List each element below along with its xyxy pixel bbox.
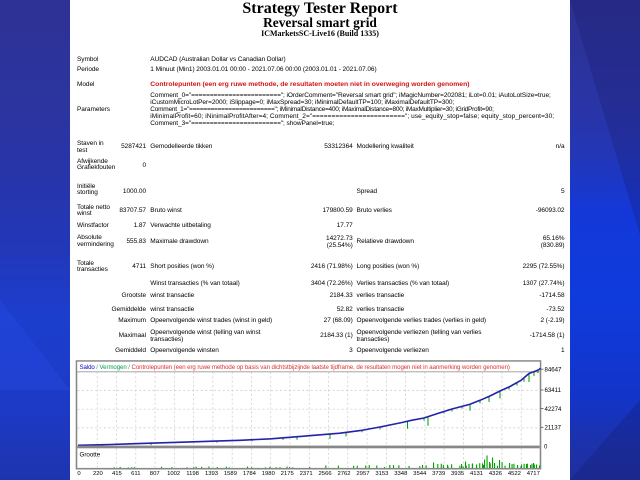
svg-text:4131: 4131 — [470, 471, 483, 477]
svg-text:2566: 2566 — [319, 471, 333, 477]
svg-text:42274: 42274 — [545, 406, 563, 413]
svg-text:0: 0 — [77, 471, 81, 477]
svg-text:4522: 4522 — [508, 471, 521, 477]
svg-text:1198: 1198 — [186, 471, 199, 477]
svg-text:3544: 3544 — [413, 471, 427, 477]
svg-text:2175: 2175 — [281, 471, 295, 477]
svg-text:611: 611 — [131, 471, 140, 477]
svg-text:1002: 1002 — [167, 471, 180, 477]
svg-text:4717: 4717 — [527, 471, 540, 477]
svg-text:220: 220 — [93, 471, 104, 477]
svg-text:2957: 2957 — [356, 471, 369, 477]
svg-text:Grootte: Grootte — [80, 451, 101, 458]
svg-text:3935: 3935 — [451, 471, 465, 477]
svg-text:3739: 3739 — [432, 471, 445, 477]
svg-text:807: 807 — [150, 471, 160, 477]
svg-text:21137: 21137 — [545, 425, 562, 432]
svg-text:1980: 1980 — [262, 471, 276, 477]
svg-text:84647: 84647 — [545, 366, 563, 373]
svg-text:1393: 1393 — [205, 471, 219, 477]
svg-text:1784: 1784 — [243, 471, 257, 477]
svg-text:2762: 2762 — [337, 471, 350, 477]
svg-text:Saldo / Vermogen / Controlepun: Saldo / Vermogen / Controlepunten (een e… — [80, 364, 510, 371]
svg-text:1589: 1589 — [224, 471, 237, 477]
svg-text:63411: 63411 — [545, 387, 562, 394]
svg-text:2371: 2371 — [300, 471, 313, 477]
svg-text:3348: 3348 — [394, 471, 408, 477]
svg-text:415: 415 — [112, 471, 123, 477]
svg-text:0: 0 — [544, 445, 548, 451]
svg-text:4326: 4326 — [489, 471, 503, 477]
svg-text:3153: 3153 — [375, 471, 389, 477]
